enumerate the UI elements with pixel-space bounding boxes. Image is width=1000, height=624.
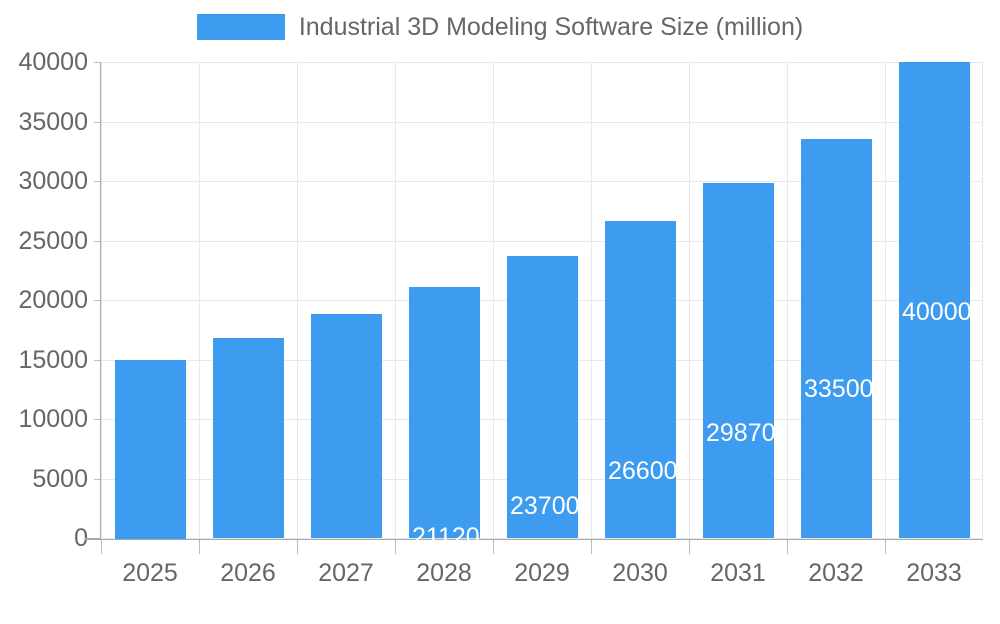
y-axis-tick-mark (94, 181, 101, 182)
x-axis-tick-label: 2027 (318, 559, 374, 587)
plot-area: 15000 16800 18816 21120 23700 26600 29870 33500… (101, 62, 983, 623)
bar[interactable] (899, 62, 970, 538)
y-axis-tick-label: 20000 (18, 286, 88, 314)
x-gridline (101, 62, 102, 538)
bar[interactable] (409, 287, 480, 538)
x-axis-tick-mark (199, 540, 200, 554)
y-gridline (101, 181, 983, 182)
x-axis-tick-label: 2032 (808, 559, 864, 587)
bar[interactable] (213, 338, 284, 538)
x-axis-tick-label: 2029 (514, 559, 570, 587)
y-axis-tick-mark (94, 62, 101, 63)
y-axis-tick-mark (94, 300, 101, 301)
bar[interactable] (703, 183, 774, 538)
x-gridline (199, 62, 200, 538)
bar-value-label: 21120 (412, 523, 480, 551)
y-gridline (101, 241, 983, 242)
legend-color-swatch (196, 14, 285, 40)
bar-value-label: 33500 (804, 375, 874, 403)
y-axis-tick-mark (94, 360, 101, 361)
x-axis-tick-mark (297, 540, 298, 554)
bar-value-label: 40000 (902, 298, 972, 326)
y-axis-tick-label: 35000 (18, 107, 88, 136)
bar-value-label: 26600 (608, 457, 678, 485)
y-axis-tick-label: 10000 (18, 405, 88, 433)
x-axis-tick-label: 2033 (906, 559, 962, 587)
x-axis-tick-label: 2031 (710, 559, 766, 587)
bar-value-label: 29870 (706, 419, 776, 447)
y-gridline (101, 538, 983, 539)
y-axis-tick-mark (94, 241, 101, 242)
y-axis-labels: 40000 35000 30000 25000 20000 15000 10000 5000 0 (0, 0, 88, 600)
x-gridline (885, 62, 886, 538)
y-axis-tick-label: 0 (74, 524, 88, 552)
legend-item-industrial-3d-modeling-software-size[interactable]: Industrial 3D Modeling Software Size (mi… (196, 12, 804, 41)
x-axis-tick-mark (101, 540, 102, 554)
x-axis-tick-mark (885, 540, 886, 554)
x-axis-tick-label: 2026 (220, 559, 276, 587)
bar-value-label: 16800 (216, 574, 286, 602)
bar[interactable] (311, 314, 382, 538)
x-gridline (982, 62, 983, 538)
bar-value-label: 18816 (314, 550, 384, 578)
x-gridline (493, 62, 494, 538)
y-axis-tick-label: 40000 (18, 48, 88, 76)
bar[interactable] (115, 360, 186, 539)
x-gridline (689, 62, 690, 538)
y-axis-tick-mark (94, 419, 101, 420)
bar-value-label: 15000 (118, 596, 188, 624)
y-axis-tick-label: 5000 (32, 464, 88, 493)
y-axis-tick-label: 15000 (18, 345, 88, 374)
x-axis-tick-label: 2028 (416, 559, 472, 587)
bar[interactable] (605, 221, 676, 538)
y-gridline (101, 62, 983, 63)
x-axis-tick-mark (689, 540, 690, 554)
x-axis-tick-mark (787, 540, 788, 554)
x-axis-line (85, 538, 983, 540)
chart-legend: Industrial 3D Modeling Software Size (mi… (0, 0, 1000, 54)
y-axis-tick-mark (94, 122, 101, 123)
x-gridline (787, 62, 788, 538)
x-axis-tick-label: 2025 (122, 559, 178, 587)
x-axis-tick-label: 2030 (612, 559, 668, 587)
y-axis-tick-label: 25000 (18, 226, 88, 255)
y-axis-tick-label: 30000 (18, 167, 88, 195)
x-gridline (297, 62, 298, 538)
x-axis-tick-mark (395, 540, 396, 554)
bar-value-label: 23700 (510, 492, 580, 520)
x-gridline (395, 62, 396, 538)
y-gridline (101, 122, 983, 123)
bar[interactable] (507, 256, 578, 538)
y-axis-tick-mark (94, 479, 101, 480)
bar[interactable] (801, 139, 872, 538)
legend-label: Industrial 3D Modeling Software Size (mi… (298, 12, 804, 41)
x-gridline (591, 62, 592, 538)
x-axis-tick-mark (493, 540, 494, 554)
x-axis-tick-mark (591, 540, 592, 554)
